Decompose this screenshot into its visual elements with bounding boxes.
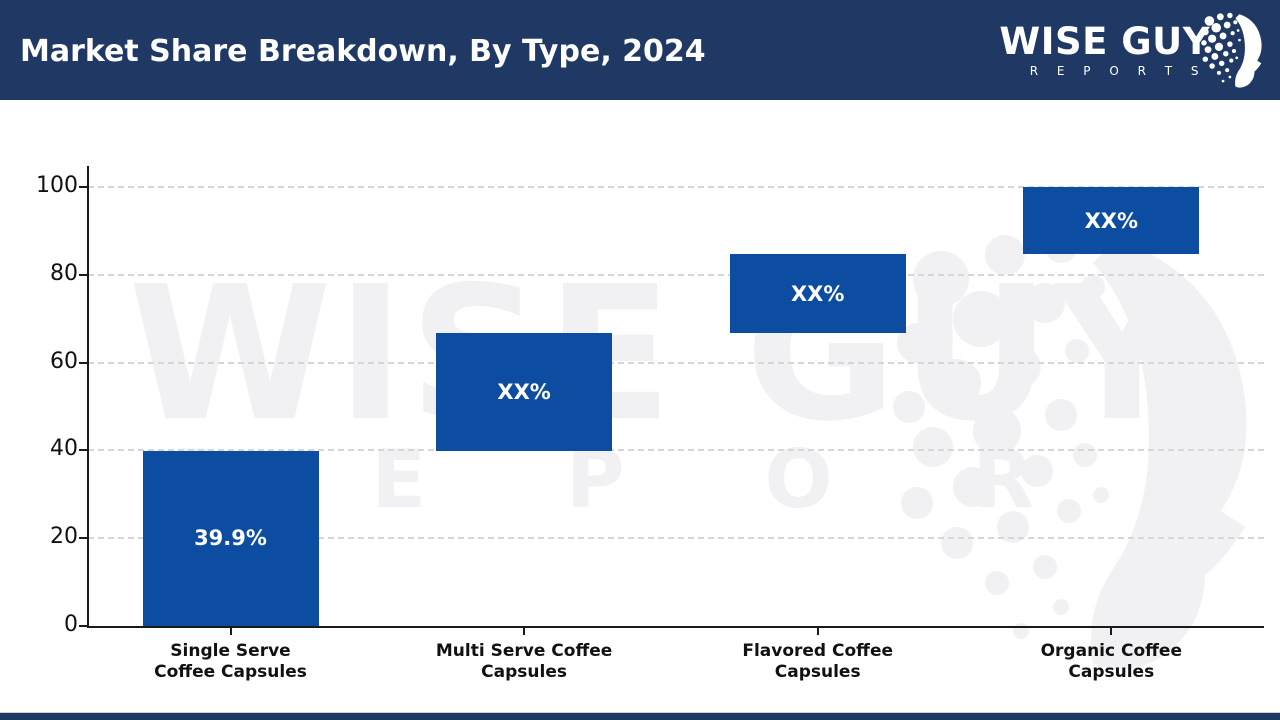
wise-guy-reports-logo: WISE GUY R E P O R T S [999, 4, 1270, 96]
y-tick-80 [79, 273, 88, 276]
logo-head-icon [1201, 12, 1262, 88]
category-label-line: Organic Coffee [1040, 641, 1182, 661]
category-label-2: Multi Serve Coffee Capsules [384, 641, 664, 684]
category-label-line: Single Serve [170, 641, 291, 661]
bar-value-label-2: XX% [497, 379, 551, 404]
y-tick-0 [79, 625, 88, 627]
category-label-line: Coffee Capsules [154, 662, 307, 683]
gridline-80 [88, 273, 1264, 276]
bar-1: 39.9% [142, 450, 319, 626]
header-banner: Market Share Breakdown, By Type, 2024 WI… [0, 0, 1280, 100]
gridline-20 [88, 537, 1264, 540]
y-tick-label-20: 20 [50, 524, 78, 550]
x-axis-line [87, 626, 1264, 628]
logo-subtext: R E P O R T S [1029, 64, 1206, 78]
category-label-3: Flavored Coffee Capsules [678, 641, 958, 684]
bar-3: XX% [729, 254, 906, 334]
x-tick-2 [523, 628, 526, 635]
chart-title: Market Share Breakdown, By Type, 2024 [20, 34, 706, 69]
y-tick-label-0: 0 [64, 612, 78, 637]
category-label-line: Capsules [481, 662, 567, 683]
category-label-line: Capsules [774, 662, 861, 683]
footer-bar [0, 712, 1280, 720]
y-tick-label-60: 60 [50, 348, 78, 374]
gridline-40 [88, 449, 1264, 452]
y-tick-label-80: 80 [50, 260, 78, 286]
y-tick-label-100: 100 [36, 173, 78, 198]
x-tick-3 [816, 628, 819, 635]
y-axis-line [87, 166, 89, 628]
y-tick-20 [79, 537, 88, 540]
x-tick-1 [229, 628, 232, 635]
y-tick-40 [79, 449, 88, 452]
bar-value-label-1: 39.9% [194, 526, 267, 551]
gridline-60 [88, 361, 1264, 364]
category-label-1: Single Serve Coffee Capsules [91, 641, 371, 684]
category-label-4: Organic Coffee Capsules [971, 641, 1251, 684]
logo-wordmark: WISE GUY [999, 20, 1210, 63]
category-label-line: Flavored Coffee [742, 641, 894, 661]
bar-2: XX% [436, 333, 613, 451]
bar-value-label-3: XX% [790, 281, 845, 306]
gridline-100 [88, 186, 1264, 188]
y-tick-label-40: 40 [50, 436, 78, 462]
bar-value-label-4: XX% [1084, 208, 1139, 233]
x-tick-4 [1110, 628, 1113, 635]
category-label-line: Capsules [1068, 662, 1155, 683]
y-tick-100 [79, 186, 88, 188]
category-label-line: Multi Serve Coffee [435, 641, 613, 661]
bar-4: XX% [1023, 187, 1200, 255]
y-tick-60 [79, 361, 88, 364]
